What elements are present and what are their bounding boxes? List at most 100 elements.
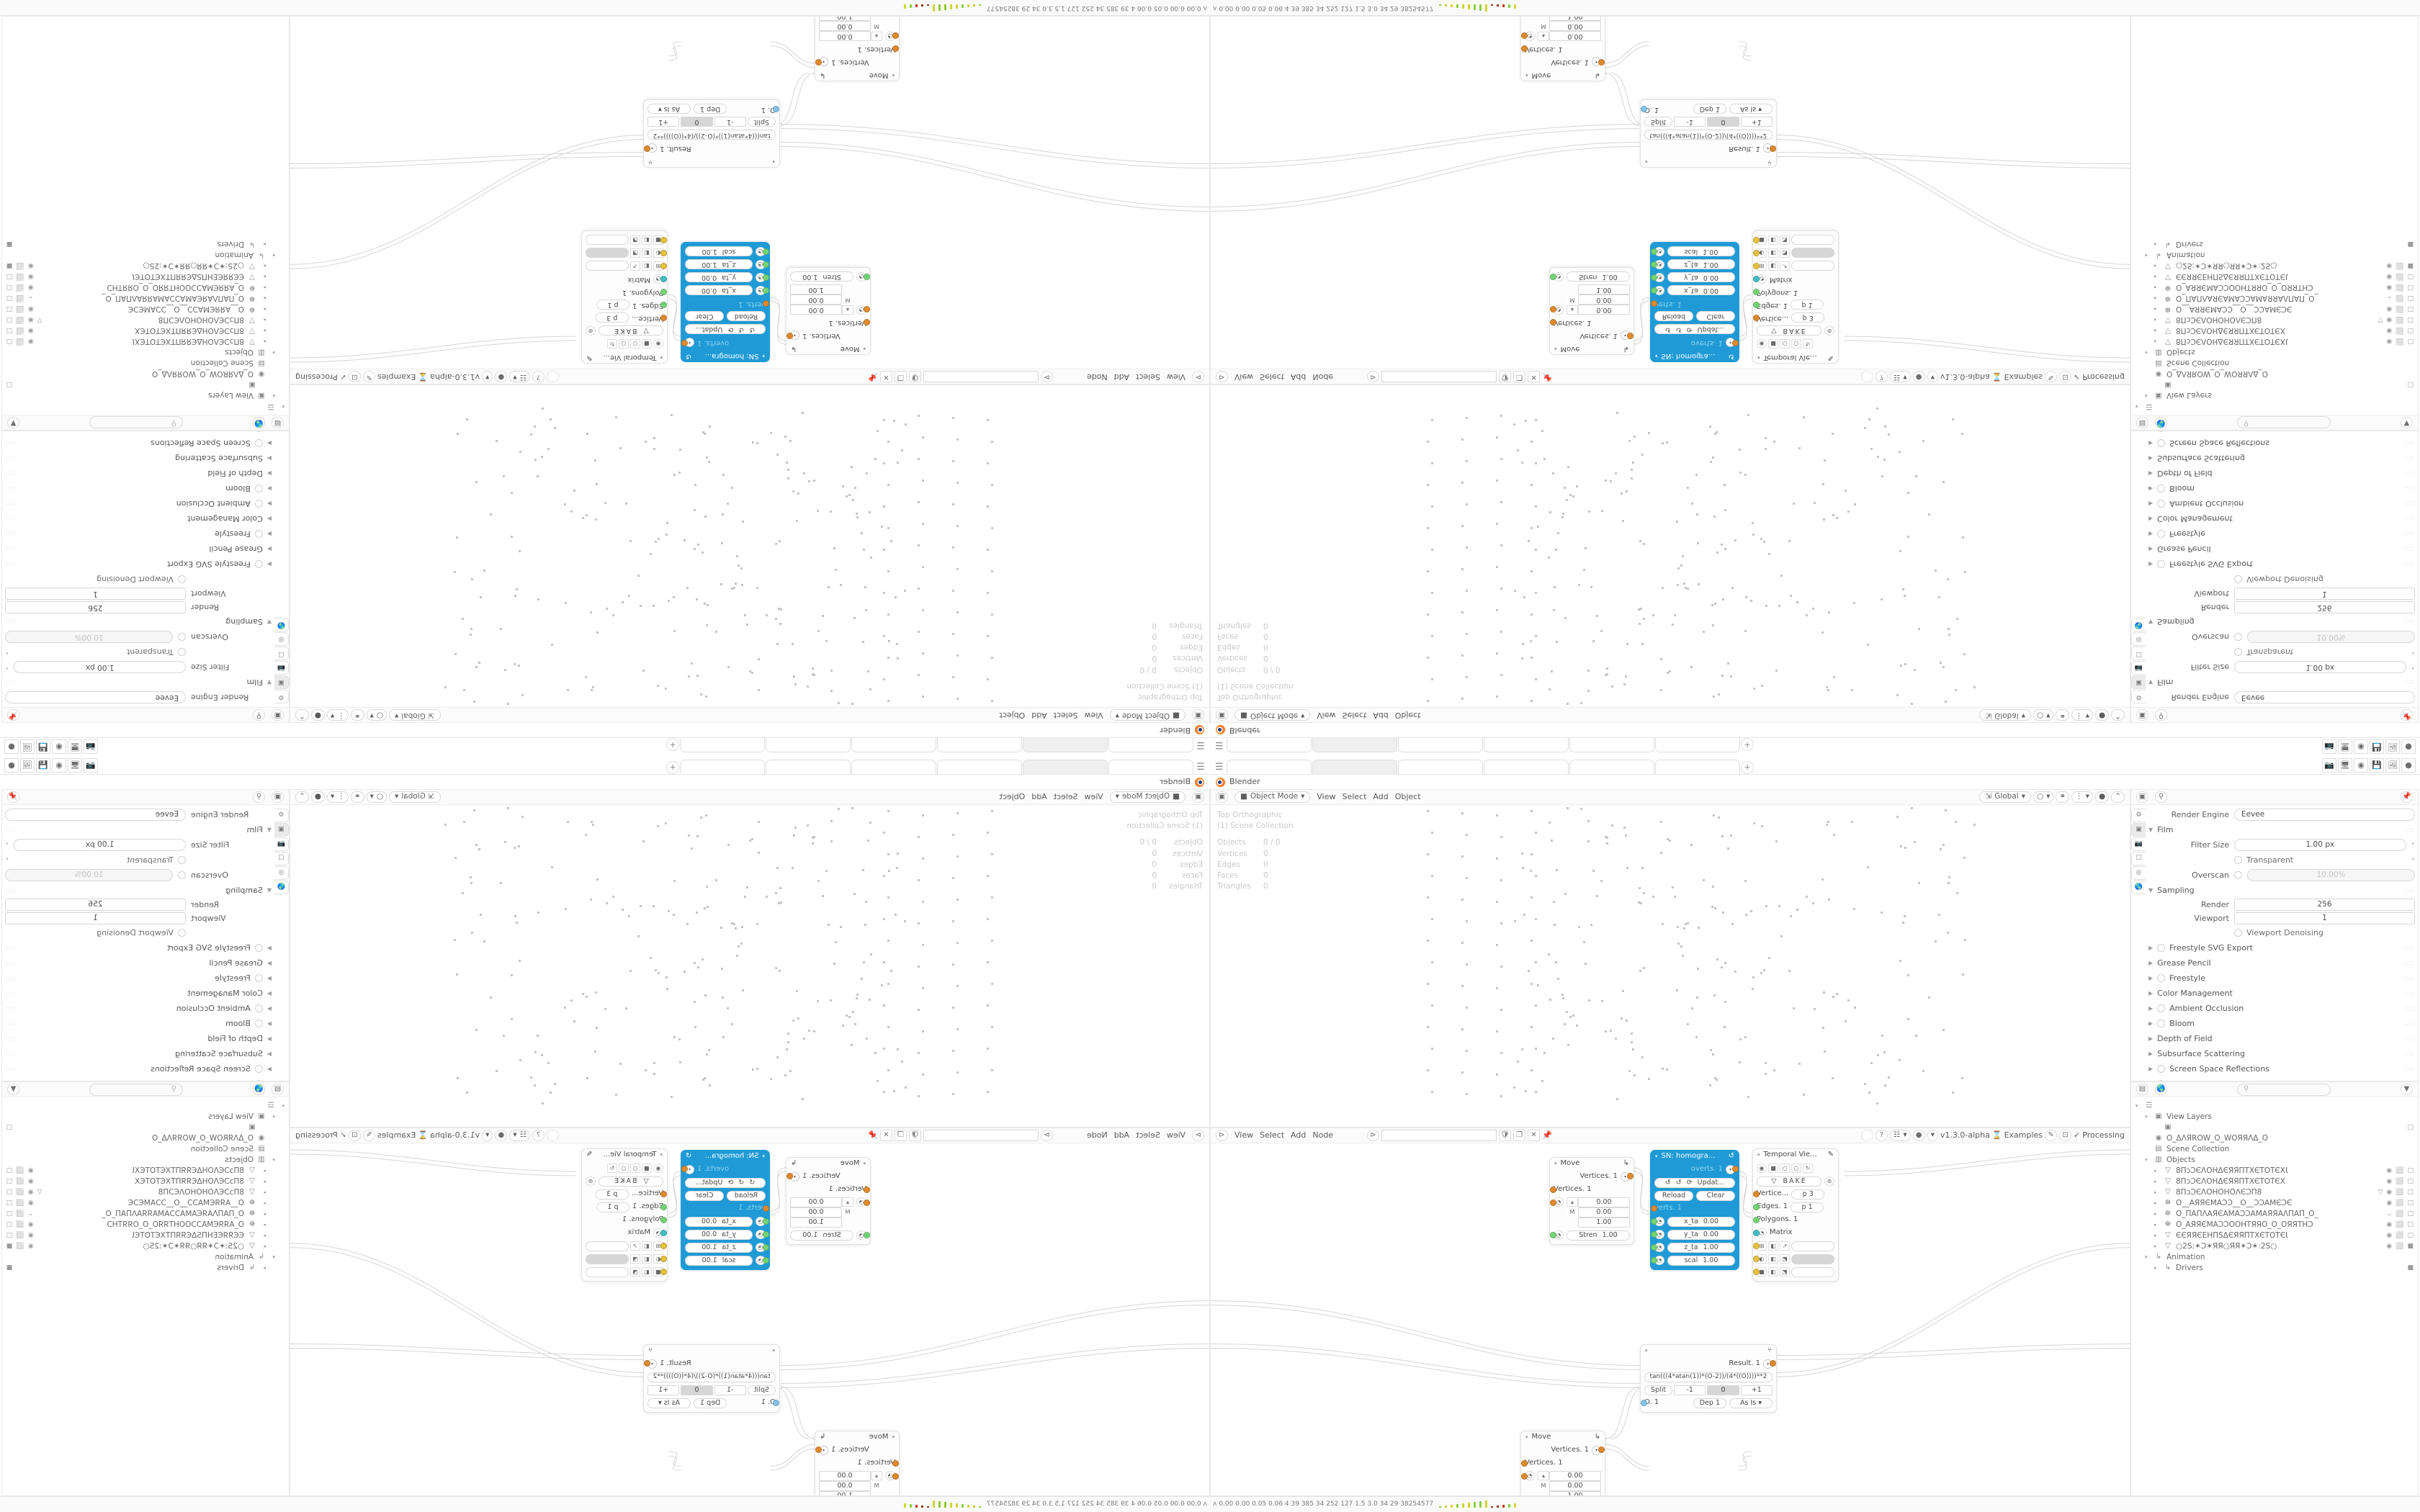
- camera-icon[interactable]: □: [6, 316, 13, 324]
- section-checkbox[interactable]: [2157, 560, 2166, 568]
- outliner-row[interactable]: ▣ □: [6, 379, 284, 390]
- screen-icon[interactable]: ⬜: [2396, 273, 2404, 281]
- outliner-row[interactable]: ▸ ▽ ○2S:✶Ɔ✶ЯЯ○ЯЯ✶Ɔ✶:2S○ ◉ ⬜ ■: [2136, 1241, 2414, 1252]
- screen-icon[interactable]: ⬜: [16, 327, 24, 335]
- disclosure-triangle-icon[interactable]: ▸: [263, 294, 266, 301]
- eye-icon[interactable]: ◉: [2386, 273, 2393, 281]
- socket-in[interactable]: [660, 289, 667, 295]
- disclosure-triangle-icon[interactable]: ▸: [263, 262, 266, 269]
- chevron-down-icon[interactable]: ▾: [1757, 354, 1760, 361]
- outliner-row[interactable]: ▾ ↳ Animation: [2136, 1252, 2414, 1263]
- tab[interactable]: [1655, 760, 1740, 774]
- eye-icon[interactable]: ◉: [2386, 1199, 2393, 1207]
- split-zero[interactable]: 0: [681, 1385, 713, 1395]
- socket-in[interactable]: [1521, 1460, 1528, 1467]
- formula-input[interactable]: tan(((4*atan(1))*(O-2))/(4*((O))))**2: [647, 1372, 776, 1382]
- loop-icon[interactable]: ↻: [1803, 339, 1813, 348]
- copy-icon[interactable]: ❐: [1513, 371, 1526, 382]
- node-sn-homography[interactable]: ▾ SN: homogra... ↺ overts. 1 ▾ ↺ ↺ ⟳ Updat... Rel…: [681, 1150, 770, 1270]
- image-icon[interactable]: 🖼: [2385, 758, 2400, 773]
- cube-icon[interactable]: ■: [1768, 1164, 1778, 1173]
- chevron-down-icon[interactable]: ▾: [863, 1160, 866, 1166]
- node-editor[interactable]: ⊳ View Select Add Node ⊳ 🛡 ❐ ✕ 📌: [1210, 16, 2130, 384]
- outliner-row[interactable]: ▣ □: [2136, 1122, 2414, 1133]
- sv-script-icon[interactable]: ✎: [2045, 371, 2058, 382]
- node-move-a[interactable]: ▾ Move ↳ Vertices. 1 ▾ Vertices. 1 ◔ ▴ 0.00 M 0.00…: [1549, 1157, 1634, 1245]
- transparent-checkbox[interactable]: [2234, 648, 2242, 656]
- eye-icon[interactable]: ◉: [2386, 1242, 2393, 1250]
- action-icon[interactable]: ■: [6, 240, 13, 248]
- disclosure-triangle-icon[interactable]: ▸: [2154, 273, 2157, 279]
- chev-icon[interactable]: ⌄: [27, 1210, 34, 1218]
- bake-button[interactable]: ▽ BAKE: [1757, 325, 1821, 336]
- camera-icon[interactable]: 📷: [84, 739, 98, 754]
- screen-icon[interactable]: ⬜: [2396, 1177, 2404, 1185]
- menu-view[interactable]: View: [1317, 792, 1336, 802]
- node-sn-homography[interactable]: ▾ SN: homogra... ↺ overts. 1 ▾ ↺ ↺ ⟳ Updat... Rel…: [681, 242, 770, 362]
- eye-icon[interactable]: ◉: [2386, 262, 2393, 270]
- disclosure-triangle-icon[interactable]: ▾: [272, 1114, 275, 1120]
- tab[interactable]: [1655, 738, 1740, 752]
- split-plus1[interactable]: +1: [647, 117, 680, 127]
- section-collapsed[interactable]: ▶ Bloom::::: [5, 481, 272, 496]
- chevron-down-icon[interactable]: ▾: [1525, 1434, 1528, 1440]
- animate-dot-icon[interactable]: •: [2411, 664, 2415, 672]
- editor-type-outliner-icon[interactable]: ▤: [272, 417, 284, 428]
- socket-in[interactable]: [1651, 1231, 1657, 1238]
- socket-in[interactable]: [1651, 300, 1657, 307]
- outliner-row[interactable]: ▸ ▽ 8ПɔƆЄΛOHOHOΛЄƆП8 ▽ ◉ ⬜ □: [6, 1187, 284, 1198]
- section-collapsed[interactable]: ▶ Bloom::::: [2148, 481, 2415, 496]
- sv-toggle-icon[interactable]: [1860, 371, 1873, 382]
- pin-icon[interactable]: 📌: [2401, 709, 2413, 721]
- camera-icon[interactable]: □: [2407, 1210, 2414, 1218]
- camera-icon[interactable]: □: [2407, 1220, 2414, 1228]
- disclosure-triangle-icon[interactable]: ▸: [263, 273, 266, 279]
- display-mode-icon[interactable]: 🌎: [2155, 417, 2167, 428]
- image-icon[interactable]: 🖼: [20, 758, 35, 773]
- field-value[interactable]: p 3: [595, 1189, 629, 1200]
- section-collapsed[interactable]: ▶ Freestyle::::: [5, 971, 272, 986]
- render-engine-select[interactable]: Eevee: [2234, 809, 2415, 821]
- menu-select[interactable]: Select: [1135, 1130, 1160, 1140]
- split-button[interactable]: Split: [747, 117, 776, 127]
- ptab-scene-icon[interactable]: ◎: [2131, 866, 2146, 880]
- render-engine-select[interactable]: Eevee: [5, 691, 186, 703]
- camera-icon[interactable]: □: [6, 1210, 13, 1218]
- section-collapsed[interactable]: ▶ Ambient Occlusion::::: [5, 1001, 272, 1016]
- filter-size-value[interactable]: 1.00 px: [2234, 839, 2406, 851]
- socket-in[interactable]: [1521, 45, 1528, 52]
- section-collapsed[interactable]: ▶ Freestyle::::: [2148, 971, 2415, 986]
- menu-view[interactable]: View: [1166, 372, 1186, 382]
- node-editor[interactable]: ⊳ View Select Add Node ⊳ 🛡 ❐ ✕ 📌: [290, 1128, 1210, 1496]
- mesh-icon[interactable]: ▽: [2378, 1188, 2383, 1196]
- dep-button[interactable]: Dep 1: [694, 104, 727, 114]
- animate-dot-icon[interactable]: •: [5, 649, 9, 657]
- outliner-row[interactable]: ▾ ▣ View Layers: [6, 390, 284, 400]
- outliner-row[interactable]: ▤ Scene Collection: [2136, 357, 2414, 368]
- field-x_ta[interactable]: x_ta 0.00: [1667, 285, 1735, 296]
- section-collapsed[interactable]: ▶ Screen Space Reflections::::: [2148, 1061, 2415, 1076]
- examples-button[interactable]: Examples: [2004, 1130, 2043, 1140]
- monitor-icon[interactable]: 🖥: [2338, 758, 2352, 773]
- disclosure-triangle-icon[interactable]: ▸: [2154, 1179, 2157, 1185]
- section-collapsed[interactable]: ▶ Depth of Field::::: [2148, 1031, 2415, 1046]
- eye-icon[interactable]: ◉: [2386, 1220, 2393, 1228]
- socket-in[interactable]: [763, 1218, 769, 1225]
- camera-icon[interactable]: □: [2407, 273, 2414, 281]
- disclosure-triangle-icon[interactable]: ▸: [263, 1211, 266, 1218]
- section-checkbox[interactable]: [254, 1020, 263, 1027]
- camera-icon[interactable]: □: [2407, 316, 2414, 324]
- node-tree-type-icon[interactable]: ⊳: [1040, 1130, 1053, 1141]
- split-zero[interactable]: 0: [681, 117, 713, 127]
- paint-icon[interactable]: ⬔: [1780, 1267, 1790, 1277]
- sv-console-icon[interactable]: ⊡: [348, 1130, 361, 1141]
- section-checkbox[interactable]: [254, 1004, 263, 1012]
- section-checkbox[interactable]: [2157, 1020, 2166, 1027]
- socket-in[interactable]: [1651, 1244, 1657, 1251]
- chrome-icon[interactable]: ◉: [2354, 758, 2368, 773]
- socket-out[interactable]: [1732, 340, 1739, 346]
- eye-icon[interactable]: ◉: [2386, 1231, 2393, 1239]
- socket-in[interactable]: [864, 1187, 870, 1193]
- brush-icon[interactable]: ◧: [642, 1254, 652, 1264]
- disclosure-triangle-icon[interactable]: ▸: [2154, 338, 2157, 344]
